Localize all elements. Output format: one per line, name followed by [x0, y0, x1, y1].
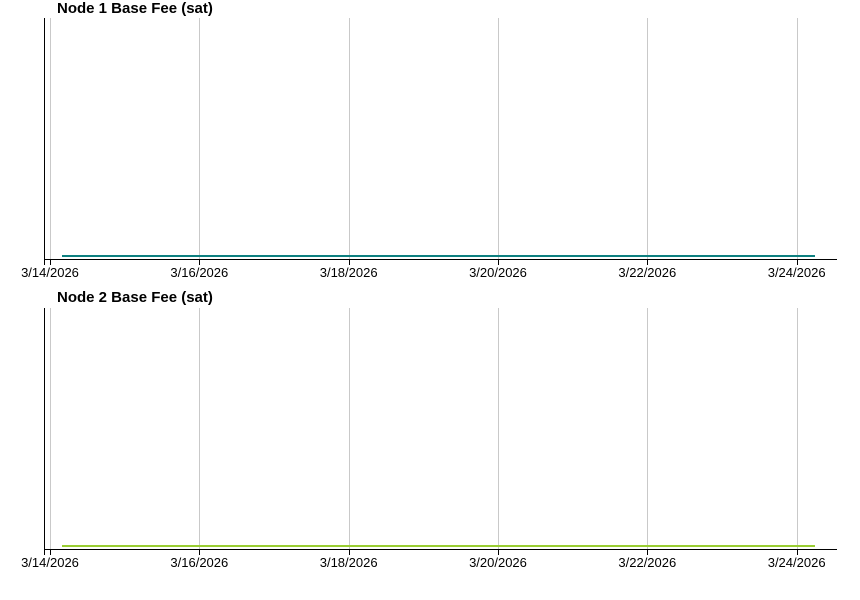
- x-tick-label: 3/24/2026: [767, 265, 826, 280]
- gridline: [199, 308, 201, 549]
- gridline: [796, 18, 798, 259]
- x-axis-tick: [647, 260, 649, 265]
- x-tick-label: 3/18/2026: [319, 555, 378, 570]
- chart-title: Node 2 Base Fee (sat): [57, 289, 213, 306]
- gridline: [497, 18, 499, 259]
- gridline: [497, 308, 499, 549]
- x-tick-label: 3/14/2026: [21, 265, 79, 280]
- x-tick-label: 3/18/2026: [319, 265, 378, 280]
- x-axis-tick: [796, 550, 798, 555]
- gridline: [647, 18, 649, 259]
- series-line-1: [61, 255, 815, 257]
- gridline: [796, 308, 798, 549]
- x-axis-tick: [50, 550, 51, 555]
- y-axis: [43, 18, 45, 265]
- x-tick-label: 3/14/2026: [21, 555, 79, 570]
- x-axis-tick: [647, 550, 649, 555]
- x-axis-tick: [348, 260, 350, 265]
- x-axis-tick: [497, 260, 499, 265]
- x-tick-label: 3/20/2026: [469, 555, 527, 570]
- x-axis-tick: [497, 550, 499, 555]
- gridline: [50, 18, 51, 259]
- x-axis-tick: [199, 550, 201, 555]
- x-axis-tick: [348, 550, 350, 555]
- gridline: [199, 18, 201, 259]
- y-axis: [43, 308, 45, 555]
- series-line-2: [61, 545, 815, 547]
- x-tick-label: 3/16/2026: [170, 555, 229, 570]
- gridline: [50, 308, 51, 549]
- x-tick-label: 3/24/2026: [767, 555, 826, 570]
- x-axis-tick: [796, 260, 798, 265]
- x-tick-label: 3/20/2026: [469, 265, 527, 280]
- x-axis: [43, 258, 837, 260]
- x-tick-label: 3/16/2026: [170, 265, 229, 280]
- chart-title: Node 1 Base Fee (sat): [57, 0, 213, 17]
- x-axis-tick: [199, 260, 201, 265]
- gridline: [348, 308, 350, 549]
- x-tick-label: 3/22/2026: [618, 265, 677, 280]
- x-axis: [43, 548, 837, 550]
- gridline: [647, 308, 649, 549]
- gridline: [348, 18, 350, 259]
- x-tick-label: 3/22/2026: [618, 555, 677, 570]
- x-axis-tick: [50, 260, 51, 265]
